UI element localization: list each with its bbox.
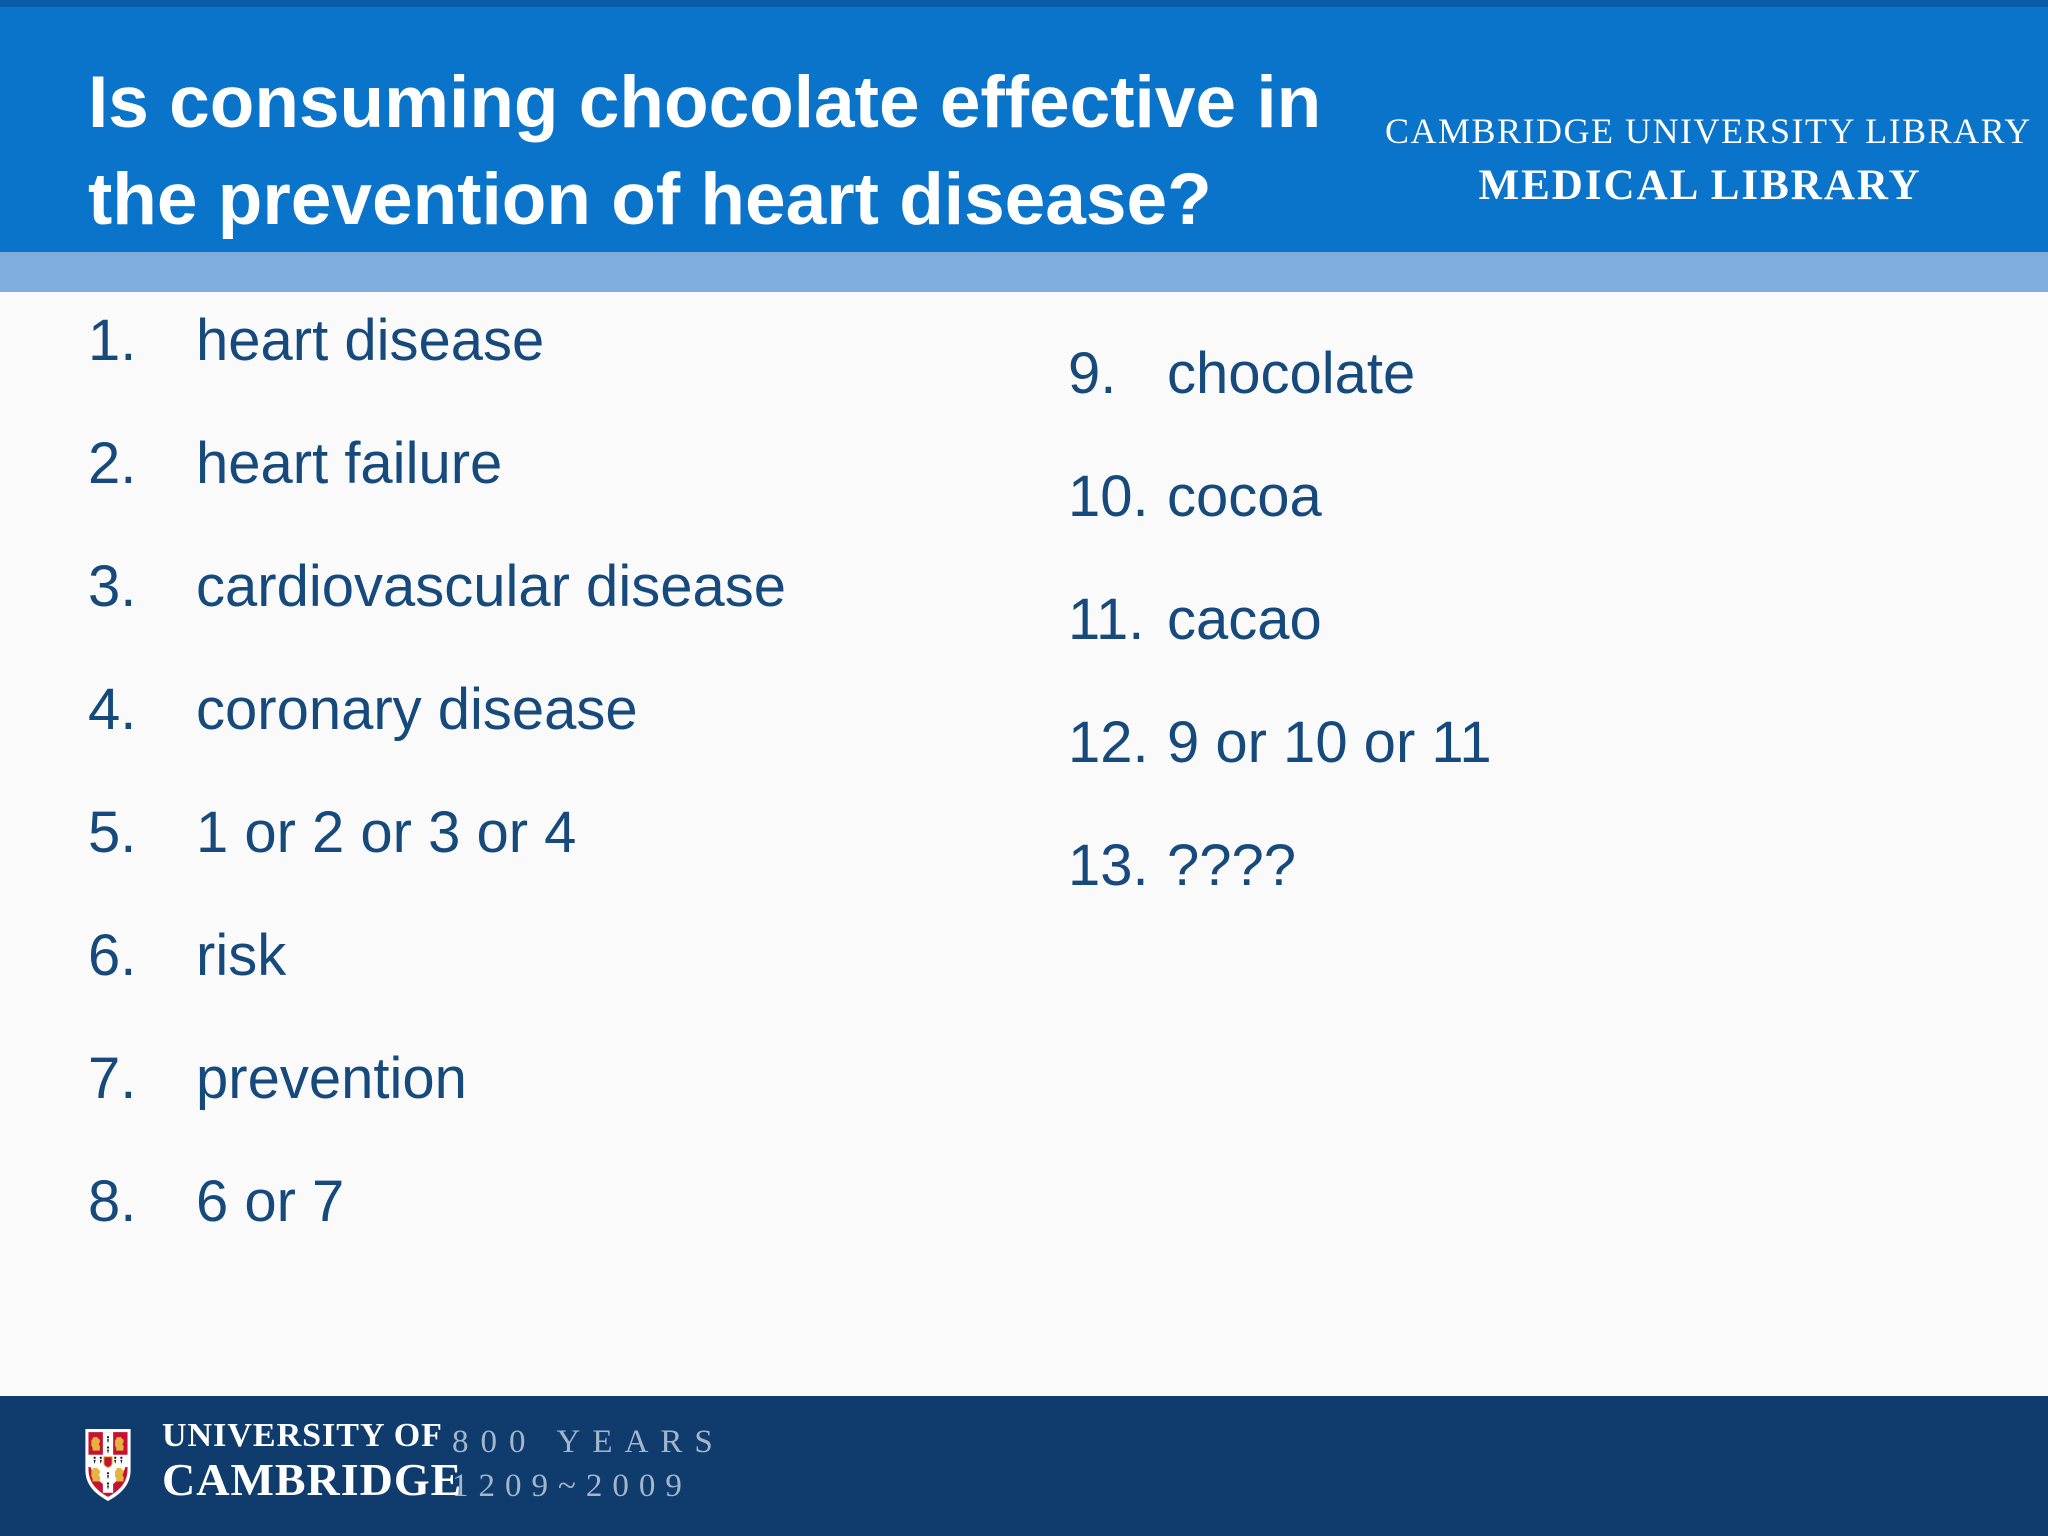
university-line-2: CAMBRIDGE [162,1454,463,1505]
library-name: CAMBRIDGE UNIVERSITY LIBRARY [1385,111,2032,151]
item-label: cardiovascular disease [196,554,786,619]
accent-stripe [0,252,2048,292]
item-number: 6. [88,923,137,988]
item-number: 13. [1068,833,1149,898]
item-label: heart disease [196,308,545,373]
list-item: 5. 1 or 2 or 3 or 4 [88,800,1038,923]
item-label: 6 or 7 [196,1169,345,1234]
item-number: 8. [88,1169,137,1234]
list-item: 4. coronary disease [88,677,1038,800]
item-number: 4. [88,677,137,742]
item-number: 3. [88,554,137,619]
item-number: 5. [88,800,137,865]
list-item: 7. prevention [88,1046,1038,1169]
university-wordmark: UNIVERSITY OF CAMBRIDGE [162,1418,462,1504]
list-item: 3. cardiovascular disease [88,554,1038,677]
cambridge-crest-icon [85,1429,131,1501]
item-label: cocoa [1167,464,1322,529]
item-label: 9 or 10 or 11 [1167,710,1492,775]
top-edge-shadow [0,0,2048,7]
term-list-right: 9. chocolate 10. cocoa 11. cacao 12. 9 o… [1068,341,1928,956]
list-item: 11. cacao [1068,587,1928,710]
item-number: 9. [1068,341,1117,406]
item-number: 1. [88,308,137,373]
anniversary-text: 800 YEARS 1209~2009 [452,1424,725,1504]
item-label: heart failure [196,431,503,496]
footer-band: UNIVERSITY OF CAMBRIDGE 800 YEARS 1209~2… [0,1396,2048,1536]
header-band: CAMBRIDGE UNIVERSITY LIBRARY MEDICAL LIB… [0,0,2048,252]
list-item: 2. heart failure [88,431,1038,554]
list-item: 8. 6 or 7 [88,1169,1038,1292]
list-item: 6. risk [88,923,1038,1046]
list-item: 12. 9 or 10 or 11 [1068,710,1928,833]
title-line-1: Is consuming chocolate effective in [88,62,1322,143]
anniversary-line-2: 1209~2009 [452,1468,692,1504]
item-label: chocolate [1167,341,1416,406]
list-item: 9. chocolate [1068,341,1928,464]
list-item: 13. ???? [1068,833,1928,956]
list-item: 10. cocoa [1068,464,1928,587]
item-label: ???? [1167,833,1297,898]
medical-library-name: MEDICAL LIBRARY [1478,162,1922,209]
item-number: 2. [88,431,137,496]
item-number: 10. [1068,464,1149,529]
anniversary-line-1: 800 YEARS [452,1424,725,1460]
university-line-1: UNIVERSITY OF [162,1417,443,1454]
item-label: cacao [1167,587,1322,652]
item-number: 12. [1068,710,1149,775]
item-label: 1 or 2 or 3 or 4 [196,800,577,865]
content-area: 1. heart disease 2. heart failure 3. car… [0,292,2048,1396]
title-line-2: the prevention of heart disease? [88,159,1212,240]
item-label: coronary disease [196,677,638,742]
slide-title: Is consuming chocolate effective in the … [88,54,1321,248]
item-label: prevention [196,1046,467,1111]
term-list-left: 1. heart disease 2. heart failure 3. car… [88,308,1038,1292]
item-label: risk [196,923,287,988]
item-number: 11. [1068,587,1145,652]
list-item: 1. heart disease [88,308,1038,431]
library-lockup: CAMBRIDGE UNIVERSITY LIBRARY MEDICAL LIB… [1385,110,2032,210]
item-number: 7. [88,1046,137,1111]
